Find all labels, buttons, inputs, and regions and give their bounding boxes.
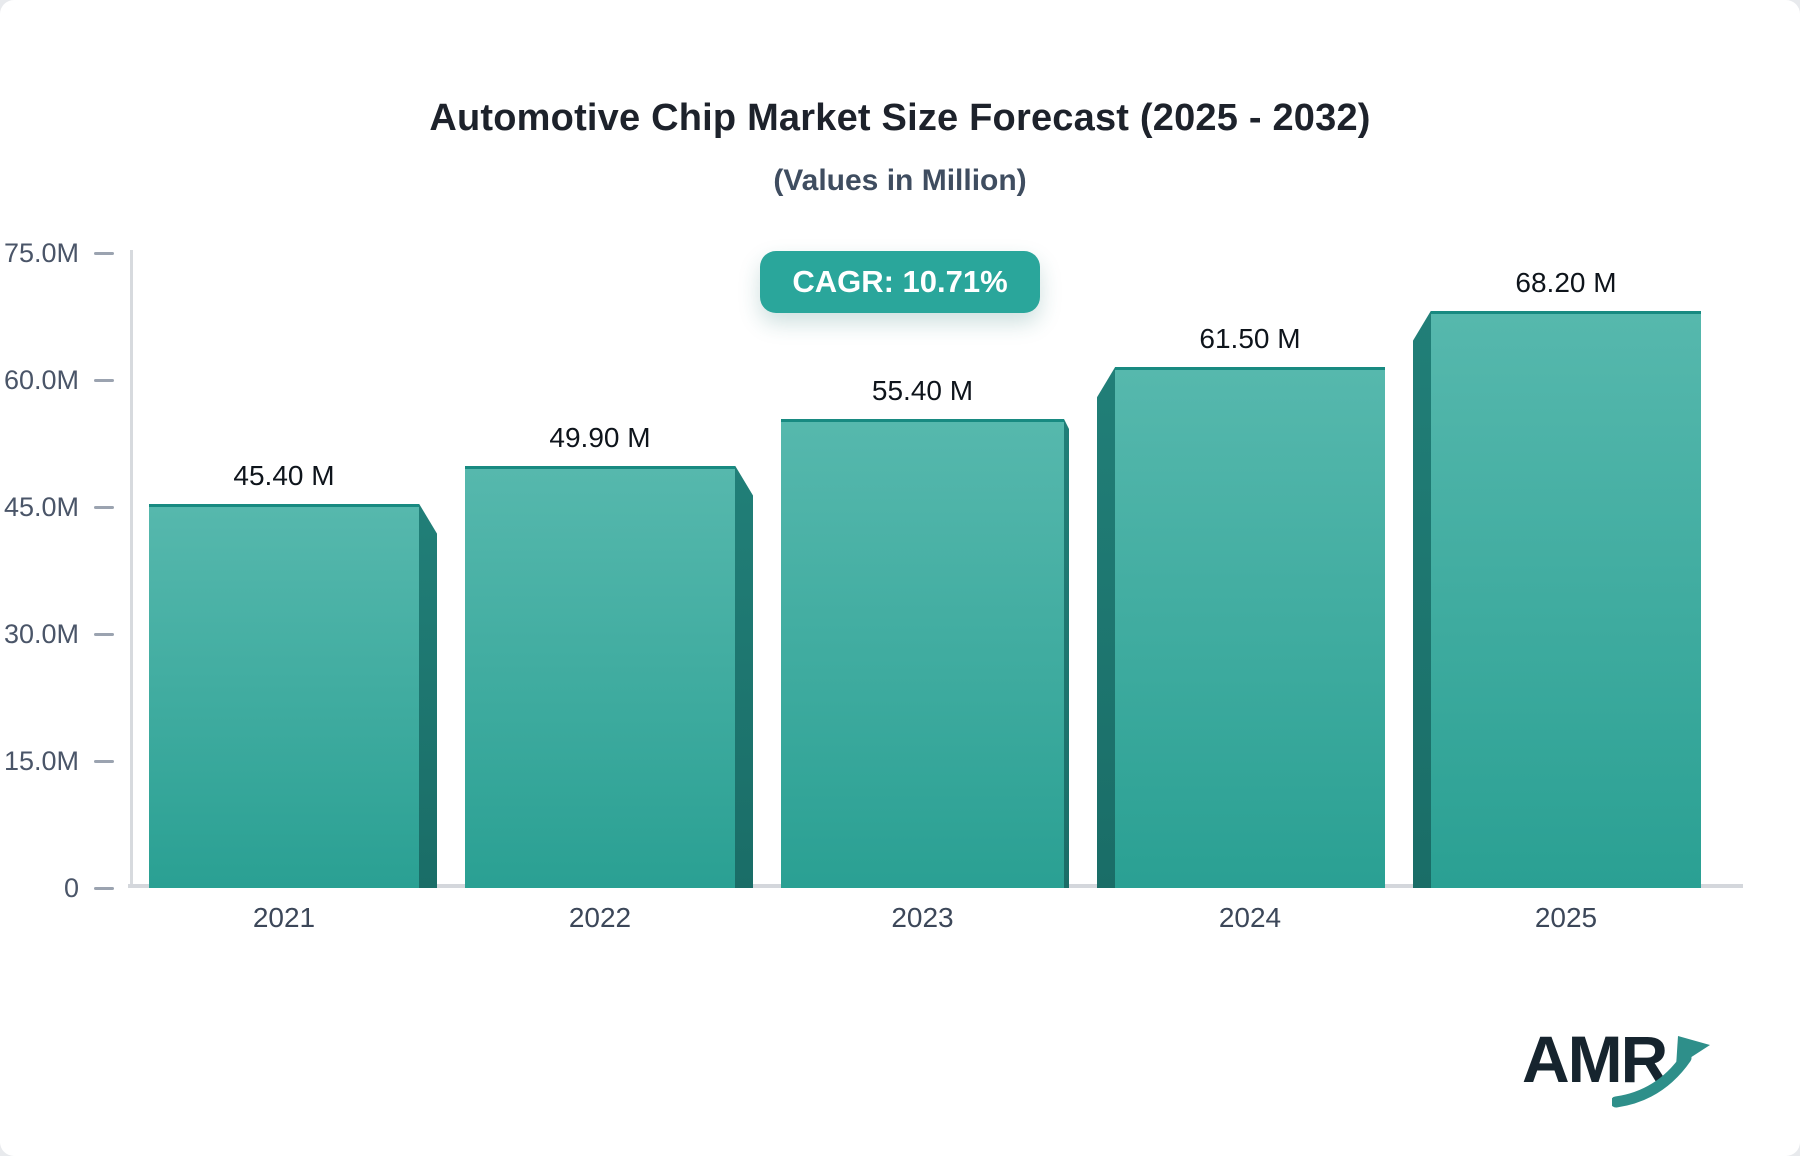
bar-value-label: 49.90 M [549, 421, 651, 453]
y-tick-label: 15.0M [3, 745, 79, 776]
amr-logo-text: AMR [1522, 1022, 1668, 1096]
bar-face [149, 503, 419, 888]
cagr-badge: CAGR: 10.71% [760, 251, 1040, 313]
y-tick-label: 30.0M [3, 618, 79, 649]
y-tick: 30.0M [0, 618, 114, 649]
bar-2022 [465, 465, 753, 888]
x-axis-label: 2021 [252, 902, 316, 933]
bar-3d-side [1064, 418, 1069, 888]
x-axis-label: 2024 [1218, 902, 1282, 933]
x-axis-label: 2022 [568, 902, 632, 933]
y-tick-mark [94, 886, 114, 890]
bar-value-label: 68.20 M [1515, 266, 1617, 298]
chart-subtitle: (Values in Million) [773, 164, 1027, 197]
bar-2021 [149, 503, 437, 888]
y-tick-mark [94, 759, 114, 763]
y-tick-label: 60.0M [3, 364, 79, 395]
y-tick-mark [94, 251, 114, 255]
bar-3d-side [735, 465, 753, 888]
bar-3d-side [419, 503, 437, 888]
bar-3d-side [1097, 367, 1115, 888]
bar-value-label: 45.40 M [233, 459, 335, 491]
y-tick-label: 0 [63, 872, 79, 903]
y-tick: 60.0M [0, 364, 114, 395]
bar-face [781, 418, 1064, 888]
chart-title: Automotive Chip Market Size Forecast (20… [429, 97, 1371, 139]
y-tick: 45.0M [0, 491, 114, 522]
y-tick-mark [94, 632, 114, 636]
y-tick-label: 75.0M [3, 237, 79, 268]
bar-2023 [781, 418, 1069, 888]
x-axis-label: 2025 [1534, 902, 1598, 933]
bar-2024 [1097, 367, 1385, 888]
y-tick: 15.0M [0, 745, 114, 776]
bar-value-label: 61.50 M [1199, 323, 1301, 355]
bar-face [1115, 367, 1385, 888]
bar-2025 [1413, 310, 1701, 888]
y-tick-mark [94, 378, 114, 382]
bar-face [1431, 310, 1701, 888]
bar-value-label: 55.40 M [871, 374, 974, 406]
y-axis-line [130, 250, 133, 888]
cagr-badge-row: CAGR: 10.71% [0, 251, 1800, 313]
x-axis-label: 2023 [891, 902, 954, 933]
growth-arrow-icon [1612, 1036, 1710, 1108]
y-tick: 0 [0, 872, 114, 903]
y-tick: 75.0M [0, 237, 114, 268]
amr-logo: AMR [1522, 1026, 1742, 1122]
y-tick-label: 45.0M [3, 491, 79, 522]
bar-face [465, 465, 735, 888]
bar-3d-side [1413, 310, 1431, 888]
y-tick-mark [94, 505, 114, 509]
